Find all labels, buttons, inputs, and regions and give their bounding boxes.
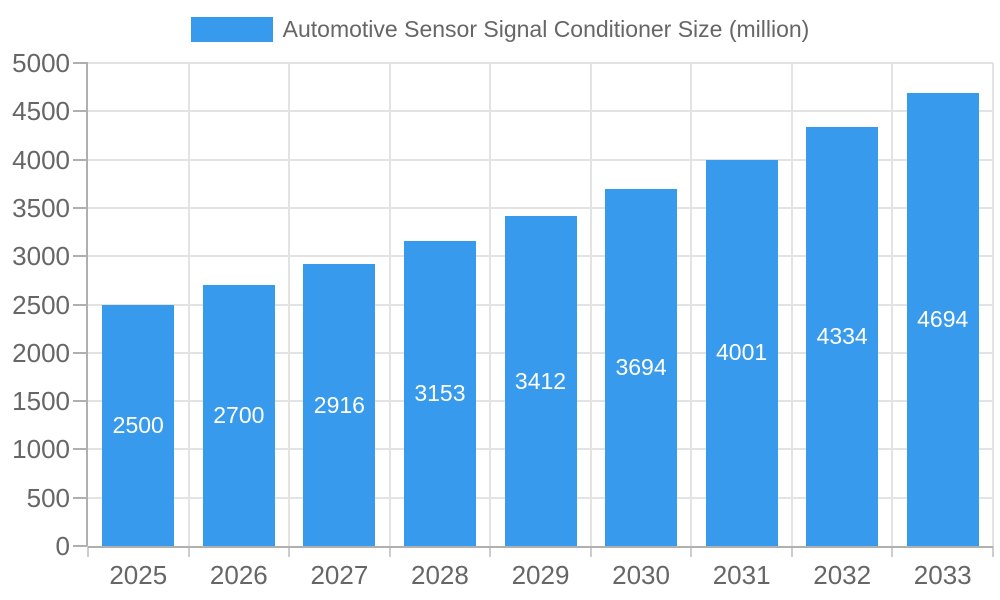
y-axis-tick	[73, 206, 88, 209]
x-axis-line	[88, 546, 993, 548]
y-axis-tick	[73, 158, 88, 161]
gridline-vertical	[992, 63, 994, 546]
x-axis-tick	[891, 546, 894, 557]
gridline-vertical	[288, 63, 291, 546]
bar-value-label: 4694	[917, 305, 969, 332]
y-axis-tick	[73, 400, 88, 403]
x-axis-tick	[388, 546, 391, 557]
x-axis-tick	[87, 546, 89, 557]
gridline-horizontal	[88, 158, 993, 161]
y-axis-tick	[73, 110, 88, 113]
x-axis-tick	[489, 546, 492, 557]
x-tick-label: 2025	[109, 560, 168, 590]
y-axis-tick	[73, 351, 88, 354]
y-tick-label: 500	[26, 482, 70, 513]
bar: 2700	[202, 285, 275, 546]
x-tick-label: 2030	[612, 560, 670, 590]
x-axis-tick	[288, 546, 291, 557]
x-axis-tick	[790, 546, 793, 557]
y-tick-label: 4000	[12, 144, 70, 175]
y-axis-line	[86, 63, 88, 546]
gridline-vertical	[891, 63, 894, 546]
y-axis-tick	[73, 303, 88, 306]
gridline-vertical	[690, 63, 693, 546]
y-axis-tick	[73, 62, 88, 64]
y-tick-label: 5000	[12, 48, 70, 78]
gridline-vertical	[589, 63, 592, 546]
bar-value-label: 3694	[615, 354, 667, 381]
y-tick-label: 2000	[12, 337, 70, 368]
y-axis-tick	[73, 496, 88, 499]
y-axis-tick	[73, 545, 88, 547]
x-axis-tick	[992, 546, 994, 557]
gridline-vertical	[489, 63, 492, 546]
x-tick-label: 2029	[511, 560, 570, 590]
x-tick-label: 2027	[310, 560, 369, 590]
x-tick-label: 2032	[813, 560, 872, 590]
x-axis-tick	[589, 546, 592, 557]
x-axis-tick	[187, 546, 190, 557]
bar: 3153	[403, 241, 476, 546]
bar: 3412	[504, 216, 577, 546]
x-tick-label: 2031	[712, 560, 771, 590]
bar-value-label: 2500	[112, 411, 164, 438]
bar: 4334	[806, 127, 879, 546]
gridline-horizontal	[88, 62, 993, 64]
bar-value-label: 3412	[514, 367, 567, 394]
legend: Automotive Sensor Signal Conditioner Siz…	[0, 16, 1000, 43]
legend-swatch	[190, 17, 273, 42]
bar-value-label: 4001	[716, 339, 768, 366]
x-tick-label: 2028	[411, 560, 469, 590]
bar: 3694	[605, 189, 678, 546]
gridline-vertical	[790, 63, 793, 546]
y-tick-label: 1500	[12, 386, 70, 417]
bar: 4694	[906, 92, 979, 546]
y-axis-tick	[73, 448, 88, 451]
bar-value-label: 2700	[213, 402, 265, 429]
y-tick-label: 1000	[12, 434, 70, 465]
x-axis-tick	[690, 546, 693, 557]
bar: 2500	[102, 304, 175, 546]
gridline-horizontal	[88, 206, 993, 209]
x-tick-label: 2026	[209, 560, 268, 590]
y-tick-label: 3500	[12, 192, 70, 223]
gridline-horizontal	[88, 110, 993, 113]
bar: 2916	[303, 264, 376, 546]
bar: 4001	[705, 159, 778, 546]
gridline-vertical	[187, 63, 190, 546]
y-tick-label: 2500	[12, 289, 70, 320]
legend-label: Automotive Sensor Signal Conditioner Siz…	[282, 16, 810, 42]
y-tick-label: 4500	[12, 96, 70, 127]
y-tick-label: 0	[55, 531, 70, 561]
bar-value-label: 3153	[414, 380, 466, 407]
y-axis-tick	[73, 255, 88, 258]
y-tick-label: 3000	[12, 241, 70, 272]
bar-value-label: 4334	[816, 323, 868, 350]
x-tick-label: 2033	[913, 560, 972, 590]
bar-value-label: 2916	[313, 391, 365, 418]
gridline-vertical	[388, 63, 391, 546]
